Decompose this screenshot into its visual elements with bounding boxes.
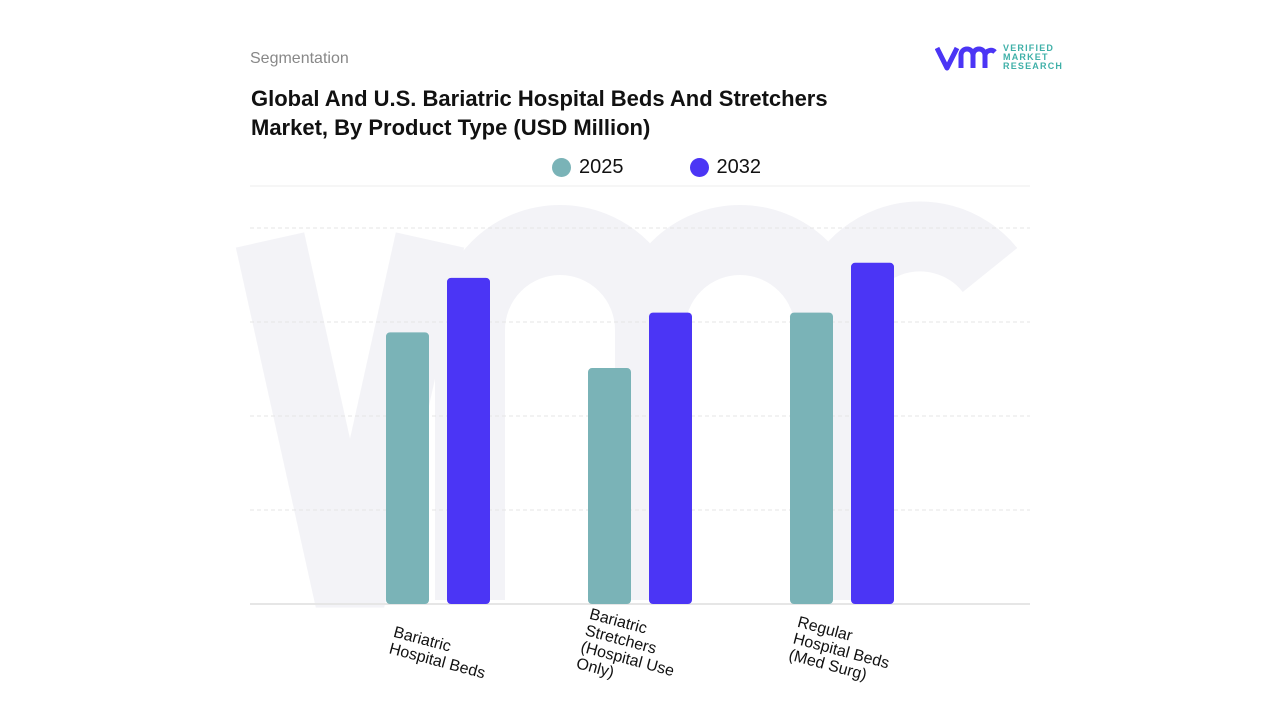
logo-text-3: RESEARCH bbox=[1003, 61, 1064, 71]
bar-2025-1 bbox=[588, 368, 631, 604]
legend-item-2032: 2032 bbox=[689, 156, 762, 179]
vmr-logo-icon bbox=[935, 46, 997, 70]
bar-2025-0 bbox=[386, 332, 429, 604]
logo-text-2: MARKET bbox=[1003, 52, 1049, 62]
legend-label: 2032 bbox=[716, 156, 762, 178]
legend-item-2025: 2025 bbox=[552, 156, 624, 179]
watermark-logo bbox=[235, 201, 1018, 608]
bar-2032-0 bbox=[447, 277, 490, 604]
logo-text-1: VERIFIED bbox=[1003, 43, 1055, 53]
chart-title: Global And U.S. Bariatric Hospital Beds … bbox=[251, 86, 828, 140]
bar-2032-1 bbox=[649, 312, 692, 604]
legend: 2025 2032 bbox=[552, 156, 761, 179]
bar-2025-2 bbox=[790, 312, 833, 604]
legend-dot-icon bbox=[689, 158, 709, 177]
logo: VERIFIED MARKET RESEARCH bbox=[935, 44, 1063, 71]
bar-2032-2 bbox=[851, 262, 894, 604]
section-label: Segmentation bbox=[250, 50, 349, 67]
legend-label: 2025 bbox=[579, 156, 624, 178]
legend-dot-icon bbox=[552, 158, 571, 177]
